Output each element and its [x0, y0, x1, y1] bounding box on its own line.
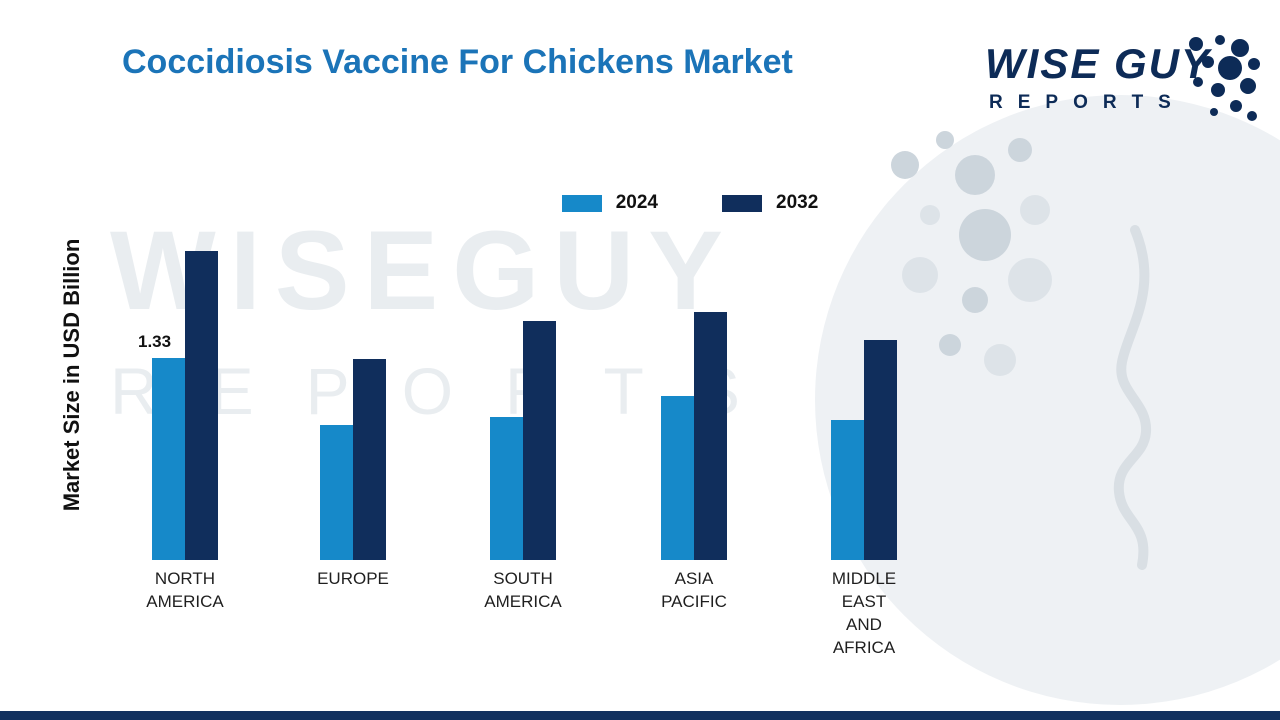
legend-item-2032: 2032	[722, 192, 818, 214]
bar-2032-south-america	[523, 321, 556, 560]
legend-swatch-2032	[722, 194, 762, 212]
chart-legend: 2024 2032	[460, 192, 920, 214]
bar-2024-europe	[320, 425, 353, 560]
bars-asia-pacific	[634, 240, 754, 560]
bar-group-middle-east-and-africa: MIDDLE EAST AND AFRICA	[804, 240, 924, 660]
bars-south-america	[463, 240, 583, 560]
category-label-north-america: NORTH AMERICA	[146, 569, 224, 611]
y-axis-label: Market Size in USD Billion	[59, 238, 84, 512]
bar-chart: 1.33 NORTH AMERICA EUROPE SOUTH AMERICA ASIA…	[0, 240, 1280, 660]
bar-group-asia-pacific: ASIA PACIFIC	[634, 240, 754, 614]
bar-2032-north-america	[185, 251, 218, 560]
legend-item-2024: 2024	[561, 192, 658, 214]
bar-value-label-2024-north-america: 1.33	[138, 332, 172, 351]
bars-europe	[293, 240, 413, 560]
bar-group-north-america: 1.33 NORTH AMERICA	[125, 240, 245, 614]
category-label-south-america: SOUTH AMERICA	[484, 569, 562, 611]
category-label-middle-east-and-africa: MIDDLE EAST AND AFRICA	[831, 569, 897, 657]
bar-2024-asia-pacific	[661, 396, 694, 560]
legend-label-2024: 2024	[615, 192, 658, 213]
bars-middle-east-and-africa	[804, 240, 924, 560]
category-label-asia-pacific: ASIA PACIFIC	[661, 569, 727, 611]
bars-north-america: 1.33	[125, 240, 245, 560]
bar-group-europe: EUROPE	[293, 240, 413, 591]
bar-2032-asia-pacific	[694, 312, 727, 560]
category-label-europe: EUROPE	[317, 569, 389, 588]
brand-logo-name: WISE GUY	[985, 40, 1212, 87]
bar-2024-south-america	[490, 417, 523, 560]
bar-2024-north-america: 1.33	[138, 332, 185, 560]
bar-2024-middle-east-and-africa	[831, 420, 864, 560]
bar-group-south-america: SOUTH AMERICA	[463, 240, 583, 614]
legend-label-2032: 2032	[776, 192, 819, 213]
legend-swatch-2024	[561, 194, 602, 212]
page-title: Coccidiosis Vaccine For Chickens Market	[122, 43, 793, 81]
bottom-accent-strip	[0, 711, 1280, 720]
brand-logo-face-icon	[1189, 35, 1260, 121]
bar-2032-middle-east-and-africa	[864, 340, 897, 560]
bar-2032-europe	[353, 359, 386, 560]
